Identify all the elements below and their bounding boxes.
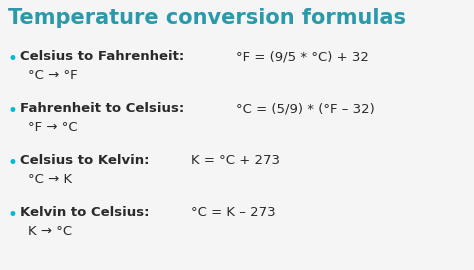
Text: •: • <box>8 154 18 172</box>
Text: •: • <box>8 102 18 120</box>
Text: •: • <box>8 206 18 224</box>
Text: Celsius to Kelvin:: Celsius to Kelvin: <box>20 154 149 167</box>
Text: Fahrenheit to Celsius:: Fahrenheit to Celsius: <box>20 102 184 115</box>
Text: °C = K – 273: °C = K – 273 <box>191 206 276 219</box>
Text: °F → °C: °F → °C <box>28 121 78 134</box>
Text: °C = (5/9) * (°F – 32): °C = (5/9) * (°F – 32) <box>236 102 374 115</box>
Text: Kelvin to Celsius:: Kelvin to Celsius: <box>20 206 149 219</box>
Text: Temperature conversion formulas: Temperature conversion formulas <box>8 8 406 28</box>
Text: K → °C: K → °C <box>28 225 72 238</box>
Text: °C → °F: °C → °F <box>28 69 78 82</box>
Text: Celsius to Fahrenheit:: Celsius to Fahrenheit: <box>20 50 184 63</box>
Text: •: • <box>8 50 18 68</box>
Text: K = °C + 273: K = °C + 273 <box>191 154 280 167</box>
Text: °F = (9/5 * °C) + 32: °F = (9/5 * °C) + 32 <box>236 50 369 63</box>
Text: °C → K: °C → K <box>28 173 72 186</box>
